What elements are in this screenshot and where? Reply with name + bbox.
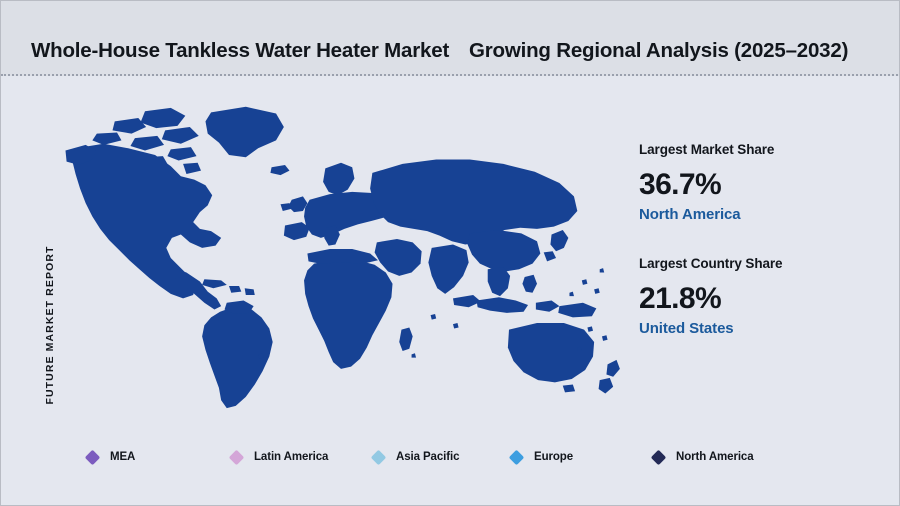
stat-label: Largest Market Share	[639, 142, 775, 157]
legend-label: North America	[676, 451, 754, 463]
map-legend: MEA Latin America Asia Pacific Europe No…	[84, 447, 827, 469]
header-divider	[1, 74, 899, 76]
title-main: Whole-House Tankless Water Heater Market	[31, 39, 450, 62]
legend-label: Latin America	[254, 451, 329, 463]
title-subtitle: Growing Regional Analysis (2025–2032)	[469, 39, 849, 62]
stat-label: Largest Country Share	[639, 256, 783, 271]
legend-marker-mea	[84, 449, 101, 465]
stat-largest-market-share: Largest Market Share 36.7% North America	[639, 141, 889, 225]
legend-item-asia-pacific[interactable]: Asia Pacific	[370, 447, 460, 467]
legend-item-north-america[interactable]: North America	[650, 447, 754, 467]
legend-marker-europe	[508, 449, 525, 465]
legend-label: Asia Pacific	[396, 451, 460, 463]
stat-region: North America	[639, 206, 741, 223]
map-landmasses	[65, 106, 620, 409]
world-map	[61, 93, 621, 423]
legend-marker-asia-pacific	[370, 449, 387, 465]
legend-item-europe[interactable]: Europe	[508, 447, 574, 467]
header-band	[1, 1, 899, 76]
legend-marker-north-america	[650, 449, 667, 465]
legend-item-latin-america[interactable]: Latin America	[228, 447, 329, 467]
legend-marker-latin-america	[228, 449, 245, 465]
page-title: Whole-House Tankless Water Heater Market…	[1, 37, 899, 71]
stats-panel: Largest Market Share 36.7% North America…	[639, 141, 889, 369]
legend-label: MEA	[110, 451, 136, 463]
legend-label: Europe	[534, 451, 574, 463]
stat-region: United States	[639, 320, 734, 337]
stat-value: 21.8%	[639, 282, 722, 315]
world-map-svg	[65, 106, 620, 409]
legend-item-mea[interactable]: MEA	[84, 447, 136, 467]
stat-largest-country-share: Largest Country Share 21.8% United State…	[639, 255, 889, 339]
stat-value: 36.7%	[639, 168, 722, 201]
brand-vertical-label: FUTURE MARKET REPORT	[44, 245, 56, 405]
